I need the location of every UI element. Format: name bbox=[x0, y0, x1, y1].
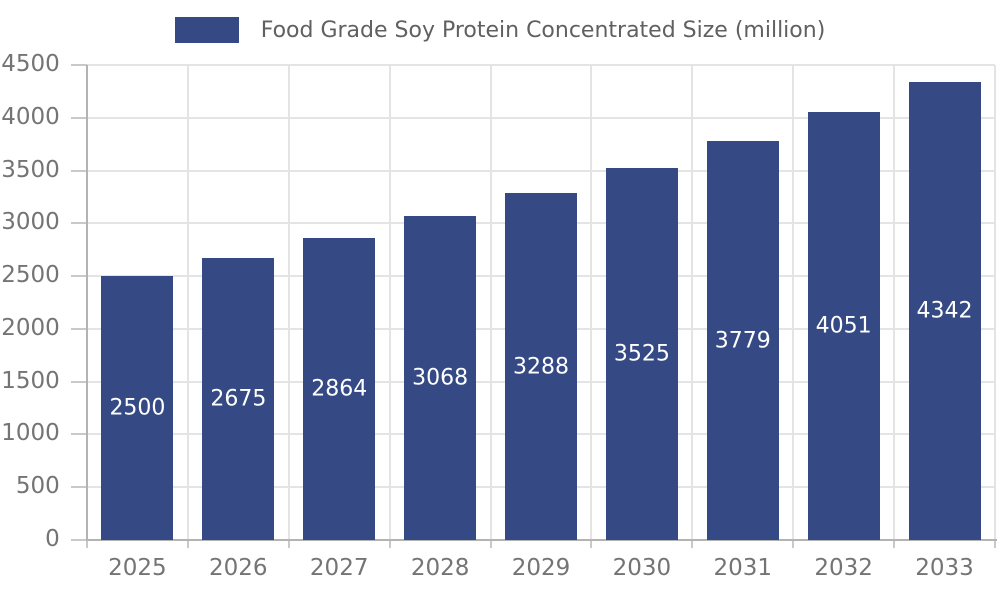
y-tick-label: 4000 bbox=[1, 103, 60, 130]
x-tick-label: 2031 bbox=[713, 555, 773, 581]
bar: 2500 bbox=[101, 276, 174, 540]
bar-value-label: 3779 bbox=[714, 328, 771, 353]
y-tick-label: 3500 bbox=[1, 156, 60, 183]
y-tick-label: 4500 bbox=[1, 50, 60, 77]
x-tick bbox=[590, 540, 593, 548]
bar-value-label: 3068 bbox=[412, 365, 469, 391]
x-tick bbox=[388, 540, 391, 548]
y-tick bbox=[71, 275, 87, 278]
x-tick bbox=[489, 540, 492, 548]
y-tick-label: 2500 bbox=[1, 262, 60, 289]
y-axis-line bbox=[86, 65, 88, 540]
x-tick-label: 2025 bbox=[108, 555, 167, 581]
x-gridline bbox=[691, 65, 694, 540]
y-tick-label: 500 bbox=[15, 473, 60, 500]
y-tick bbox=[71, 116, 87, 119]
y-tick-label: 2000 bbox=[1, 314, 60, 341]
x-gridline bbox=[590, 65, 593, 540]
x-tick bbox=[691, 540, 694, 548]
bar-value-label: 3288 bbox=[513, 354, 569, 379]
plot-area: 0 500 1000 1500 2000 2500 3000 3500 4000 4500 2500… bbox=[1, 51, 997, 581]
y-tick bbox=[71, 169, 87, 172]
bar: 2864 bbox=[303, 238, 376, 540]
y-gridline bbox=[87, 64, 995, 66]
bar: 3068 bbox=[404, 216, 477, 540]
x-tick bbox=[792, 540, 795, 548]
y-gridline bbox=[87, 169, 995, 172]
x-gridline bbox=[186, 65, 189, 540]
x-tick bbox=[994, 540, 996, 548]
y-tick bbox=[71, 539, 87, 541]
y-tick-label: 3000 bbox=[1, 209, 60, 236]
x-tick bbox=[186, 540, 189, 548]
y-tick bbox=[71, 222, 87, 225]
x-gridline bbox=[287, 65, 290, 540]
bar-value-label: 4051 bbox=[815, 313, 872, 339]
x-tick-label: 2028 bbox=[410, 555, 470, 581]
x-gridline bbox=[792, 65, 795, 540]
x-tick bbox=[86, 540, 88, 548]
x-gridline bbox=[489, 65, 492, 540]
y-tick-label: 1500 bbox=[1, 367, 60, 394]
y-tick bbox=[71, 433, 87, 436]
bar: 3779 bbox=[706, 141, 779, 540]
x-axis-line bbox=[86, 539, 997, 541]
legend: Food Grade Soy Protein Concentrated Size… bbox=[0, 17, 1000, 43]
x-tick bbox=[287, 540, 290, 548]
bar: 2675 bbox=[202, 258, 275, 540]
x-tick-label: 2029 bbox=[511, 555, 571, 581]
y-tick bbox=[71, 380, 87, 383]
x-gridline bbox=[893, 65, 896, 540]
y-gridline bbox=[87, 116, 995, 119]
bar: 3525 bbox=[605, 168, 678, 540]
legend-swatch bbox=[174, 17, 239, 43]
bar: 4051 bbox=[807, 112, 880, 540]
y-tick bbox=[71, 327, 87, 330]
bar-value-label: 3525 bbox=[613, 341, 670, 367]
bar: 4342 bbox=[908, 82, 981, 540]
x-gridline bbox=[994, 65, 996, 540]
bar-value-label: 2864 bbox=[311, 376, 368, 402]
x-tick-label: 2030 bbox=[612, 555, 672, 581]
x-tick-label: 2033 bbox=[915, 555, 974, 581]
y-tick-label: 0 bbox=[45, 525, 60, 552]
legend-label: Food Grade Soy Protein Concentrated Size… bbox=[260, 17, 826, 43]
y-tick-label: 1000 bbox=[1, 420, 60, 447]
bar-value-label: 2500 bbox=[109, 395, 166, 421]
x-gridline bbox=[388, 65, 391, 540]
x-tick bbox=[893, 540, 896, 548]
x-tick-label: 2026 bbox=[209, 555, 268, 581]
y-tick bbox=[71, 486, 87, 489]
bar: 3288 bbox=[505, 193, 577, 540]
x-tick-label: 2027 bbox=[309, 555, 369, 581]
y-tick bbox=[71, 64, 87, 66]
x-tick-label: 2032 bbox=[814, 555, 873, 581]
bar-value-label: 2675 bbox=[210, 386, 267, 412]
bar-value-label: 4342 bbox=[916, 298, 973, 324]
